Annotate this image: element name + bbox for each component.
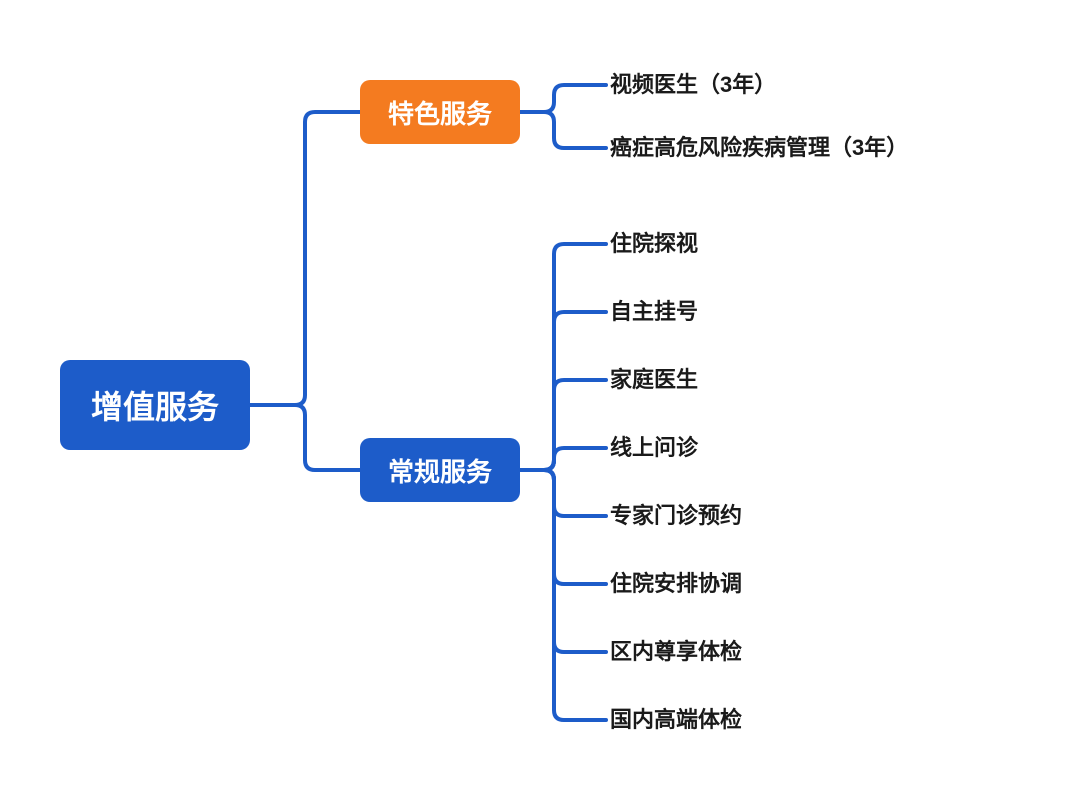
root-node: 增值服务 [60,360,250,450]
leaf-regular-1: 自主挂号 [610,297,698,327]
leaf-regular-6: 区内尊享体检 [610,637,742,667]
branch-node-special: 特色服务 [360,80,520,144]
leaf-special-0: 视频医生（3年） [610,70,776,100]
leaf-regular-0: 住院探视 [610,229,698,259]
leaf-regular-2: 家庭医生 [610,365,698,395]
leaf-regular-7: 国内高端体检 [610,705,742,735]
leaf-regular-3: 线上问诊 [610,433,698,463]
leaf-special-1: 癌症高危风险疾病管理（3年） [610,133,908,163]
leaf-regular-4: 专家门诊预约 [610,501,742,531]
leaf-regular-5: 住院安排协调 [610,569,742,599]
branch-node-regular: 常规服务 [360,438,520,502]
